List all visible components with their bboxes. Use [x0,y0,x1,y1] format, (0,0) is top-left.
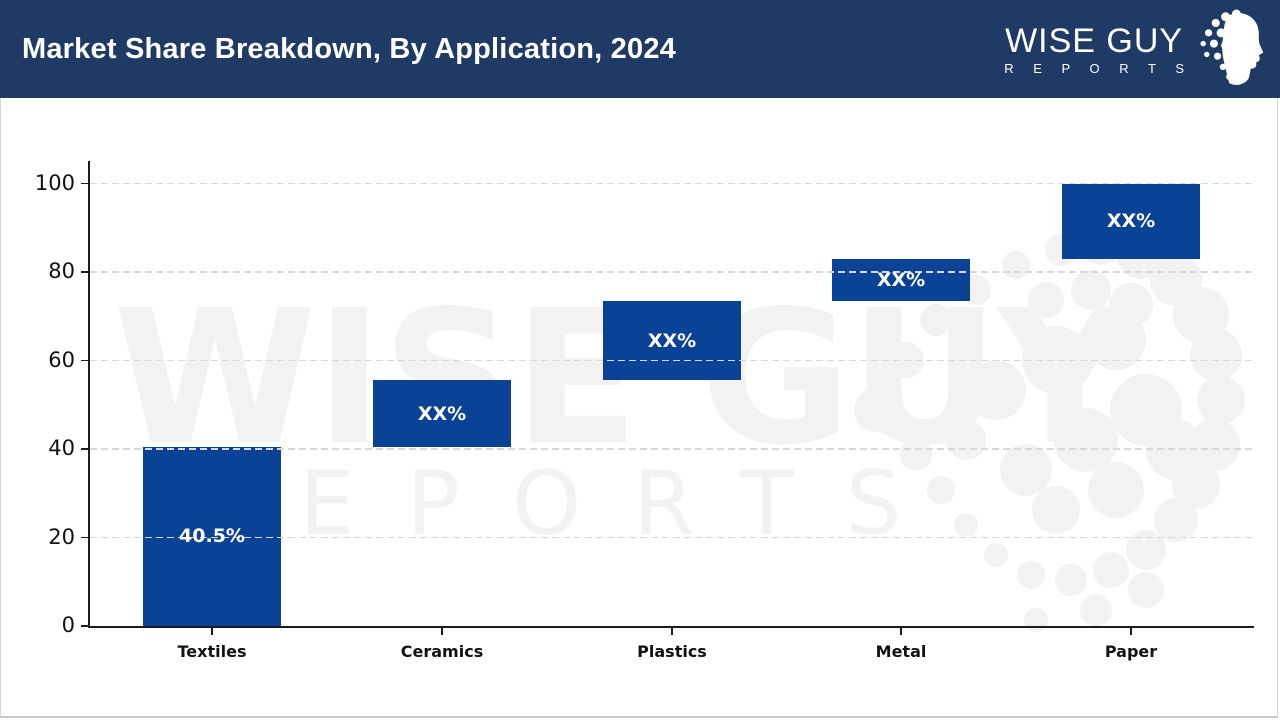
x-tick-mark [671,627,673,635]
gridline-20 [90,536,1254,539]
y-tick-mark-60 [81,359,89,362]
x-tick-mark [900,627,902,635]
bar-value-label: XX% [647,329,697,352]
y-tick-label-40: 40 [48,436,75,460]
bar-paper [1062,183,1200,259]
bar-ceramics [373,380,511,447]
y-tick-label-0: 0 [61,613,75,637]
y-tick-label-80: 80 [48,259,75,283]
logo-head-icon [1200,9,1264,85]
y-tick-mark-80 [81,271,89,273]
header-bar: Market Share Breakdown, By Application, … [0,0,1280,98]
logo-text: WISE GUY R E P O R T S [996,24,1192,75]
x-category-label: Textiles [177,642,247,661]
gridline-40 [90,448,1254,450]
gridline-60 [90,359,1254,362]
bar-value-label: 40.5% [179,525,245,548]
x-category-label: Plastics [637,642,707,661]
y-tick-label-20: 20 [48,524,75,549]
x-axis-line [88,626,1255,628]
bar-metal [832,258,970,301]
gridline-80 [90,271,1254,273]
bar-value-label: XX% [1106,210,1156,233]
bar-value-label: XX% [417,402,467,425]
x-tick-mark [211,627,213,635]
wise-guy-logo: WISE GUY R E P O R T S [996,6,1280,92]
gridline-100 [90,182,1254,185]
bar-plastics [603,300,741,381]
bar-value-label: XX% [876,268,926,291]
x-tick-mark [1130,627,1132,635]
x-category-label: Ceramics [400,642,484,661]
page-title: Market Share Breakdown, By Application, … [22,32,676,65]
y-tick-label-60: 60 [48,347,75,372]
logo-wordmark: WISE GUY [1005,21,1184,60]
x-category-label: Metal [875,642,927,661]
y-tick-mark-0 [81,625,89,627]
y-tick-mark-40 [81,448,89,450]
x-tick-mark [441,627,443,635]
y-tick-mark-20 [81,536,89,539]
y-tick-mark-100 [81,182,89,185]
bar-textiles [143,446,281,626]
y-axis-line [88,161,90,628]
y-tick-label-100: 100 [34,170,75,195]
logo-subtitle: R E P O R T S [1004,60,1192,76]
x-category-label: Paper [1104,642,1158,661]
